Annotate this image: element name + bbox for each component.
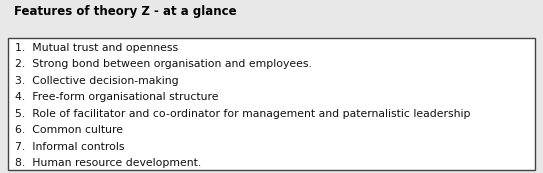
Text: Features of theory Z - at a glance: Features of theory Z - at a glance [14, 5, 236, 18]
Text: 5.  Role of facilitator and co-ordinator for management and paternalistic leader: 5. Role of facilitator and co-ordinator … [15, 109, 471, 119]
Text: 4.  Free-form organisational structure: 4. Free-form organisational structure [15, 92, 219, 102]
Text: 8.  Human resource development.: 8. Human resource development. [15, 158, 201, 168]
Text: 1.  Mutual trust and openness: 1. Mutual trust and openness [15, 43, 178, 53]
Bar [8, 38, 535, 170]
Text: 2.  Strong bond between organisation and employees.: 2. Strong bond between organisation and … [15, 59, 312, 69]
Text: 7.  Informal controls: 7. Informal controls [15, 142, 125, 152]
Text: 6.  Common culture: 6. Common culture [15, 125, 123, 135]
Text: 3.  Collective decision-making: 3. Collective decision-making [15, 76, 179, 86]
